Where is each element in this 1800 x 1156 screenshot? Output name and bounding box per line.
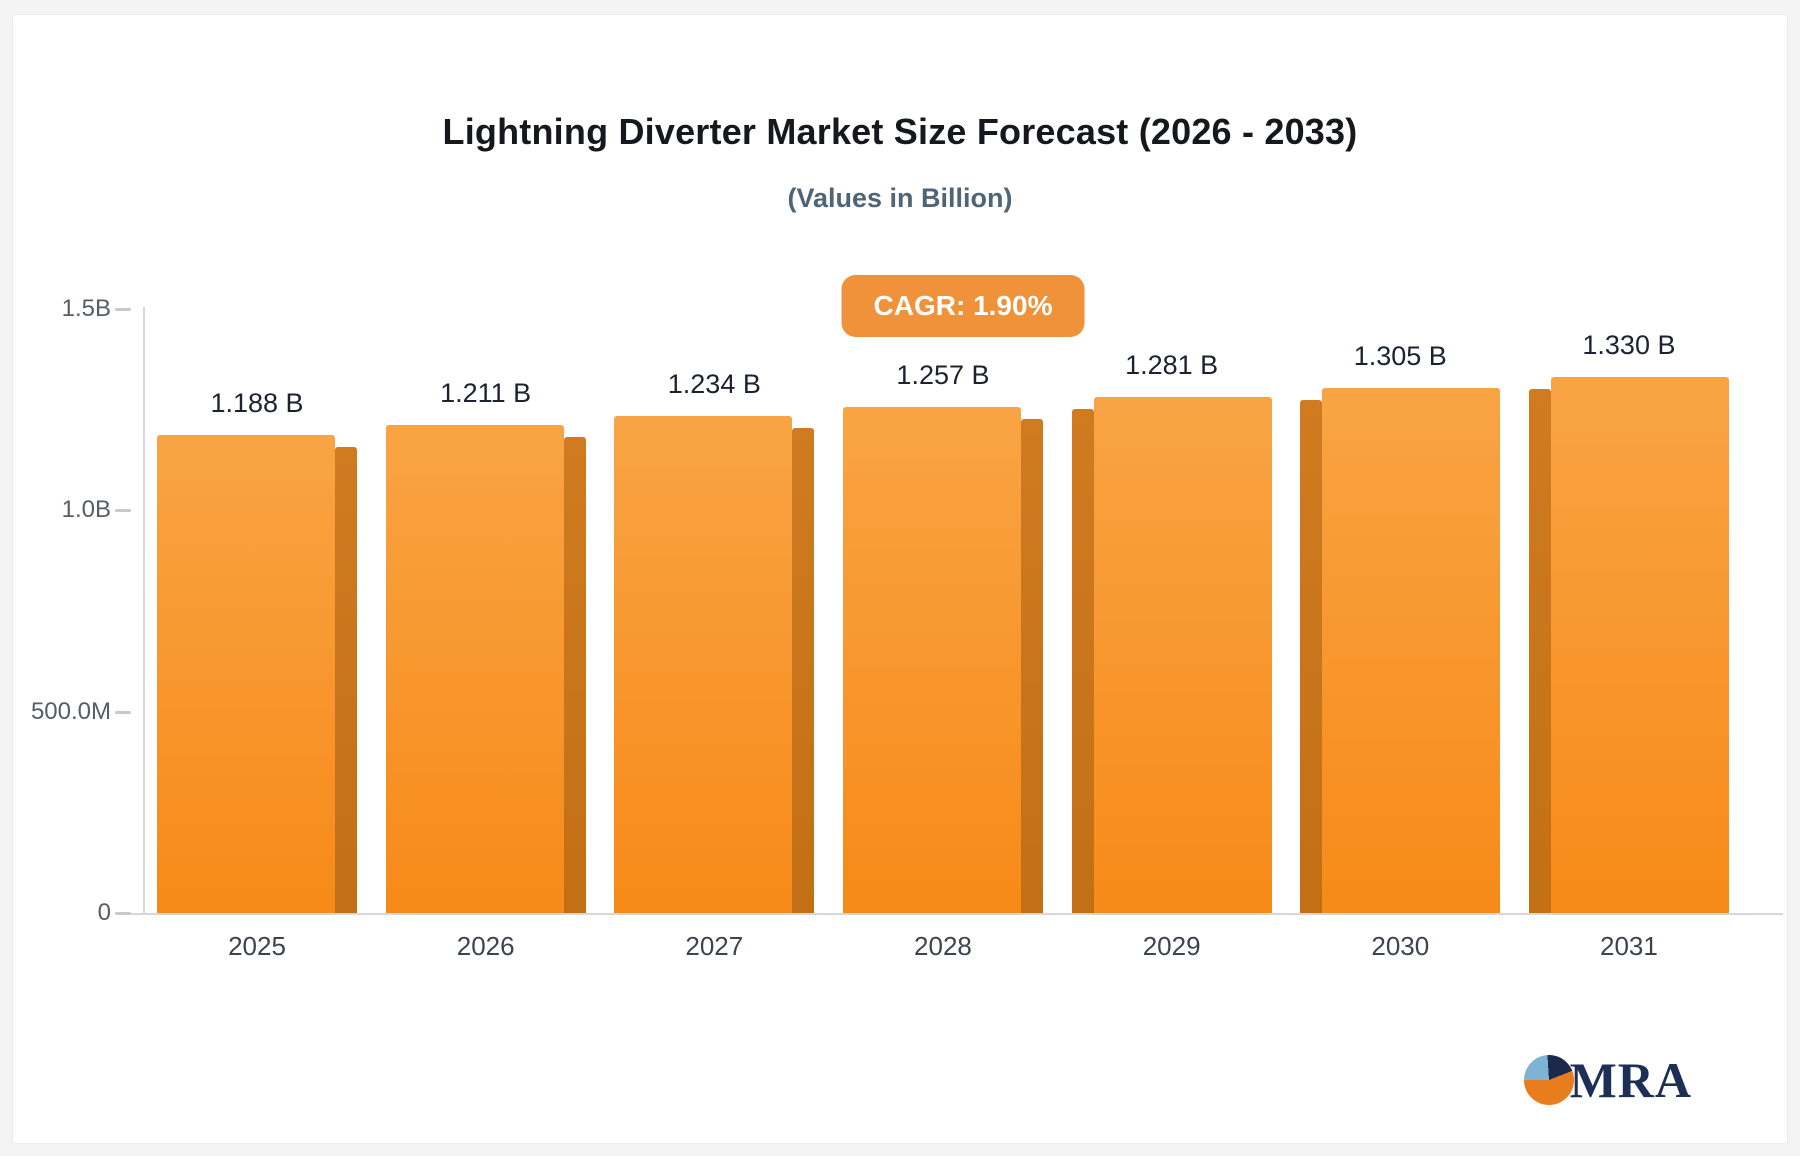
- bar-side-shadow: [1528, 389, 1551, 913]
- x-axis-label: 2027: [685, 931, 744, 961]
- chart-card: Lightning Diverter Market Size Forecast …: [12, 14, 1788, 1144]
- bar-value-label: 1.257 B: [896, 359, 990, 390]
- x-axis-label: 2030: [1371, 931, 1430, 961]
- y-axis-tick-label: 1.0B: [61, 496, 111, 524]
- bar-stack: [385, 425, 586, 913]
- bar-group: 1.305 B 2030: [1286, 309, 1514, 961]
- bar-stack: [157, 434, 357, 913]
- bar-side-shadow: [335, 446, 357, 913]
- y-axis-tick-label: 0: [97, 899, 111, 926]
- bar-group: 1.211 B 2026: [372, 309, 600, 961]
- bar-side-shadow: [792, 428, 815, 913]
- x-axis-label: 2029: [1142, 931, 1201, 961]
- bar-group: 1.188 B 2025: [143, 309, 371, 961]
- bar-side-shadow: [1071, 409, 1094, 913]
- bar-group: 1.234 B 2027: [600, 309, 828, 961]
- mra-logo-text: MRA: [1569, 1052, 1692, 1108]
- x-axis-label: 2026: [456, 931, 515, 961]
- y-axis-tick-label: 500.0M: [30, 697, 111, 725]
- x-axis-label: 2025: [228, 931, 286, 961]
- bar-stack: [614, 416, 815, 913]
- bar-value-label: 1.330 B: [1582, 330, 1676, 361]
- bar: [157, 434, 335, 913]
- bar: [1550, 377, 1729, 913]
- mra-logo-pie-icon: [1523, 1055, 1574, 1105]
- bar-value-label: 1.188 B: [210, 387, 304, 418]
- bar: [614, 416, 793, 913]
- plot-area: 1.188 B 2025 1.211 B 2026 1.234 B 2027 1.257 B…: [31, 295, 1783, 961]
- y-axis-tick-mark: [115, 509, 131, 513]
- bar-group: 1.330 B 2031: [1515, 309, 1743, 961]
- y-axis-line: [143, 307, 145, 913]
- bar-value-label: 1.211 B: [440, 378, 532, 409]
- bars-container: 1.188 B 2025 1.211 B 2026 1.234 B 2027 1.257 B…: [143, 309, 1743, 961]
- bar-side-shadow: [563, 437, 586, 913]
- bar-stack: [1528, 377, 1729, 913]
- y-axis-tick-mark: [115, 710, 131, 714]
- bar-stack: [1071, 397, 1272, 913]
- bar-value-label: 1.234 B: [667, 369, 761, 400]
- bar-stack: [842, 406, 1043, 913]
- bar: [385, 425, 564, 913]
- bar-side-shadow: [1300, 399, 1323, 913]
- bar-value-label: 1.305 B: [1353, 340, 1447, 371]
- bar: [842, 406, 1021, 913]
- y-axis-tick-mark: [115, 308, 131, 311]
- bar-group: 1.257 B 2028: [829, 309, 1057, 961]
- bar-stack: [1300, 387, 1501, 913]
- cagr-badge: CAGR: 1.90%: [841, 275, 1085, 337]
- x-axis-line: [121, 913, 1783, 915]
- x-axis-label: 2028: [914, 931, 972, 961]
- chart-title: Lightning Diverter Market Size Forecast …: [442, 111, 1358, 152]
- chart-subtitle: (Values in Billion): [787, 183, 1013, 213]
- bar-side-shadow: [1020, 418, 1043, 913]
- x-axis-label: 2031: [1600, 931, 1658, 961]
- y-axis-tick-label: 1.5B: [61, 295, 111, 322]
- bar: [1322, 387, 1501, 913]
- bar-value-label: 1.281 B: [1125, 350, 1219, 381]
- bar-group: 1.281 B 2029: [1058, 309, 1286, 961]
- mra-logo: MRA: [1523, 1051, 1692, 1109]
- bar: [1093, 397, 1272, 913]
- y-axis-tick-mark: [115, 912, 131, 915]
